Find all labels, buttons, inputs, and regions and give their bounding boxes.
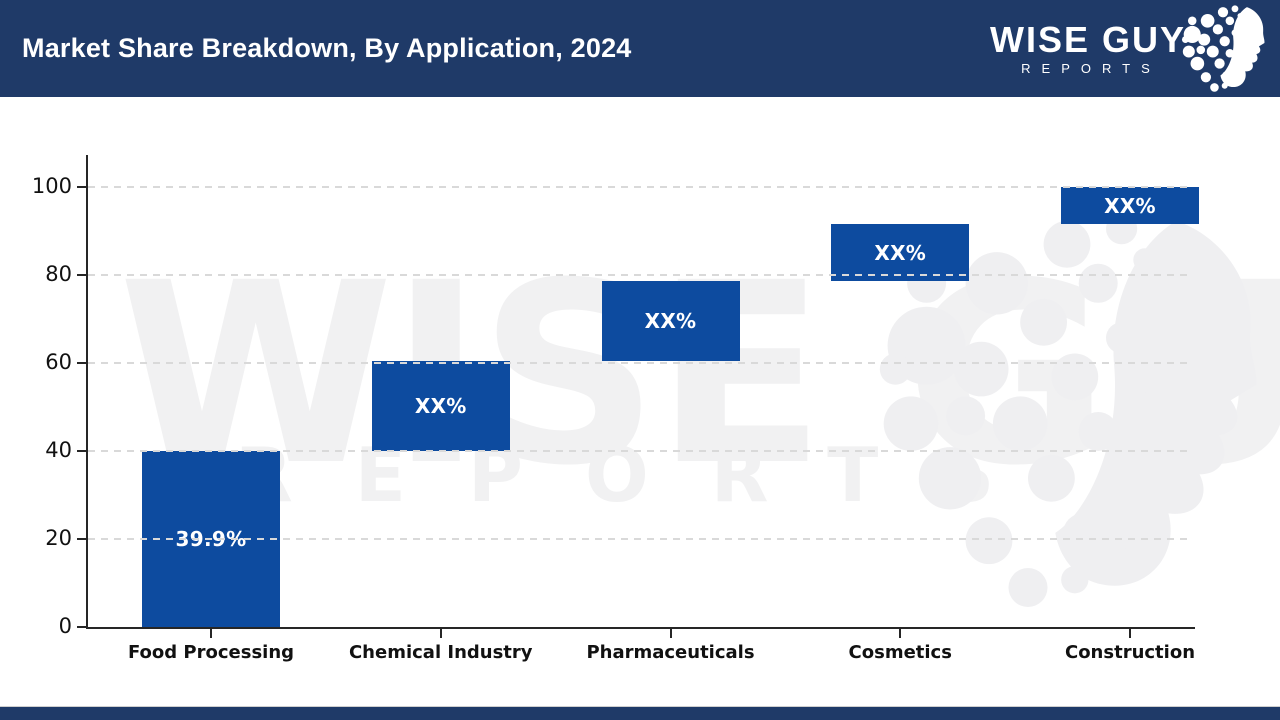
y-tick-label: 20 — [45, 526, 72, 551]
y-tick-label: 40 — [45, 438, 72, 463]
logo-text: WISE GUY REPORTS — [989, 19, 1186, 76]
x-tick-mark — [210, 629, 212, 638]
x-category-label: Pharmaceuticals — [586, 642, 755, 663]
bar: XX% — [601, 281, 740, 361]
bar-value-label: XX% — [874, 240, 927, 265]
background-watermark: WISE GUY REPORTS — [0, 97, 1280, 707]
x-axis-line — [86, 627, 1195, 629]
y-tick-label: 100 — [31, 174, 72, 199]
wise-guy-logo: WISE GUY REPORTS — [990, 2, 1266, 96]
bar: XX% — [1061, 187, 1199, 225]
footer-bar — [0, 706, 1280, 720]
bar-value-label: XX% — [414, 394, 467, 419]
y-tick-mark — [77, 626, 86, 628]
logo-wordmark: WISE GUY — [989, 19, 1186, 60]
x-category-label: Chemical Industry — [348, 642, 533, 663]
bar-value-label: XX% — [644, 308, 697, 333]
x-category-label: Cosmetics — [848, 642, 952, 663]
header-bar: Market Share Breakdown, By Application, … — [0, 0, 1280, 97]
y-tick-mark — [77, 362, 86, 364]
y-axis-line — [86, 155, 88, 629]
x-tick-mark — [439, 629, 442, 638]
y-tick-mark — [77, 274, 86, 276]
gridline — [88, 274, 1193, 276]
y-tick-mark — [77, 186, 86, 188]
page-title: Market Share Breakdown, By Application, … — [22, 33, 632, 63]
watermark-head-icon — [879, 213, 1257, 607]
logo-subtitle: REPORTS — [1021, 61, 1161, 76]
y-tick-label: 60 — [45, 350, 72, 375]
plot-area: 0 20 40 60 80 100 39.9% Food Processing XX% Chemi… — [32, 155, 1200, 663]
y-tick-label: 0 — [58, 614, 72, 639]
x-tick-mark — [1129, 629, 1131, 638]
bar-value-label: XX% — [1104, 193, 1156, 218]
bar: XX% — [831, 224, 970, 282]
x-tick-mark — [669, 629, 672, 638]
gridline — [88, 450, 1193, 452]
y-tick-mark — [77, 450, 86, 452]
x-category-label: Food Processing — [127, 642, 295, 663]
gridline — [88, 538, 1193, 540]
y-tick-mark — [77, 538, 86, 540]
x-tick-mark — [899, 629, 902, 638]
dotted-head-icon — [1181, 4, 1265, 92]
y-tick-label: 80 — [45, 262, 72, 287]
gridline — [88, 362, 1193, 364]
x-category-label: Construction — [1064, 642, 1196, 663]
gridline — [88, 186, 1193, 188]
bar: XX% — [371, 360, 510, 452]
